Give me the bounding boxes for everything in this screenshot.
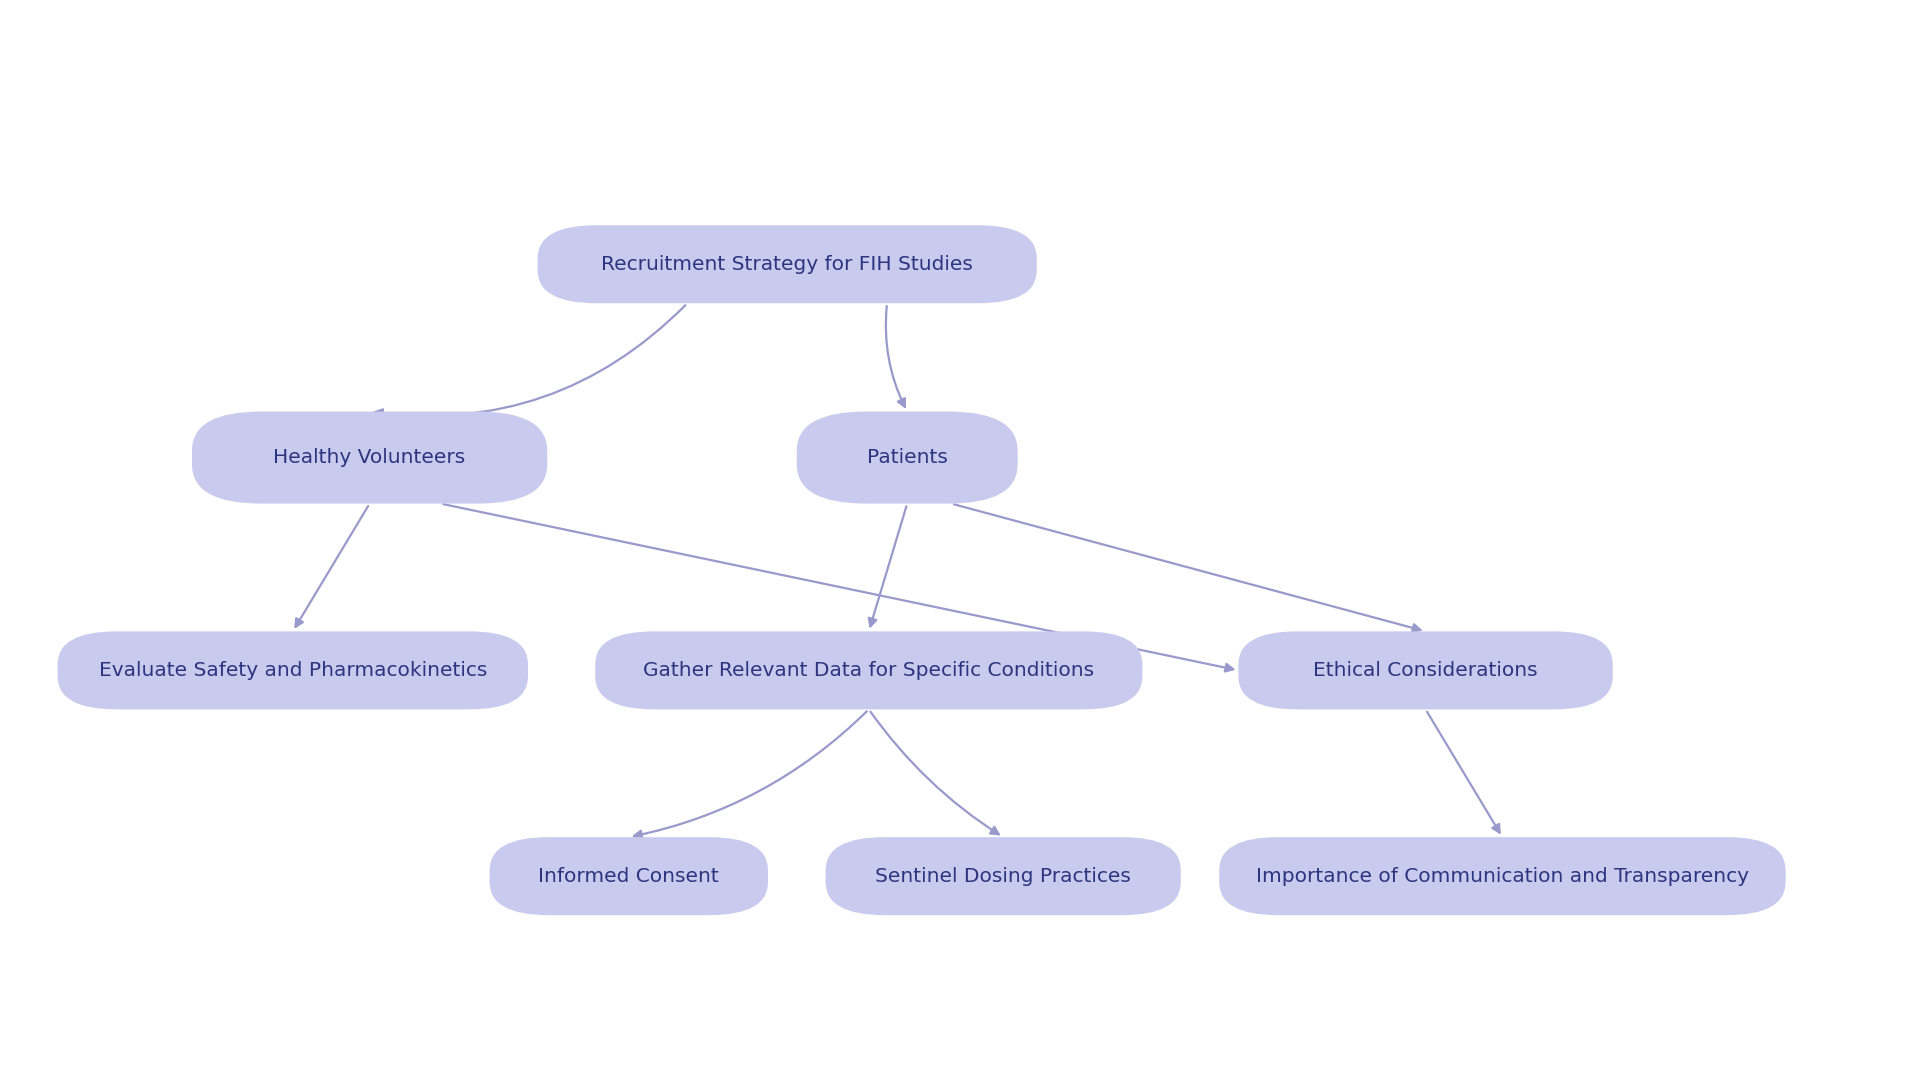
FancyBboxPatch shape	[797, 412, 1018, 504]
Text: Recruitment Strategy for FIH Studies: Recruitment Strategy for FIH Studies	[601, 255, 973, 274]
FancyBboxPatch shape	[538, 225, 1037, 303]
Text: Informed Consent: Informed Consent	[538, 866, 720, 886]
FancyBboxPatch shape	[490, 837, 768, 915]
FancyBboxPatch shape	[595, 631, 1142, 709]
FancyBboxPatch shape	[58, 631, 528, 709]
FancyBboxPatch shape	[826, 837, 1181, 915]
Text: Patients: Patients	[866, 448, 948, 467]
Text: Importance of Communication and Transparency: Importance of Communication and Transpar…	[1256, 866, 1749, 886]
FancyBboxPatch shape	[1238, 631, 1613, 709]
Text: Healthy Volunteers: Healthy Volunteers	[273, 448, 467, 467]
Text: Evaluate Safety and Pharmacokinetics: Evaluate Safety and Pharmacokinetics	[98, 661, 488, 680]
Text: Gather Relevant Data for Specific Conditions: Gather Relevant Data for Specific Condit…	[643, 661, 1094, 680]
FancyBboxPatch shape	[1219, 837, 1786, 915]
FancyBboxPatch shape	[192, 412, 547, 504]
Text: Ethical Considerations: Ethical Considerations	[1313, 661, 1538, 680]
Text: Sentinel Dosing Practices: Sentinel Dosing Practices	[876, 866, 1131, 886]
